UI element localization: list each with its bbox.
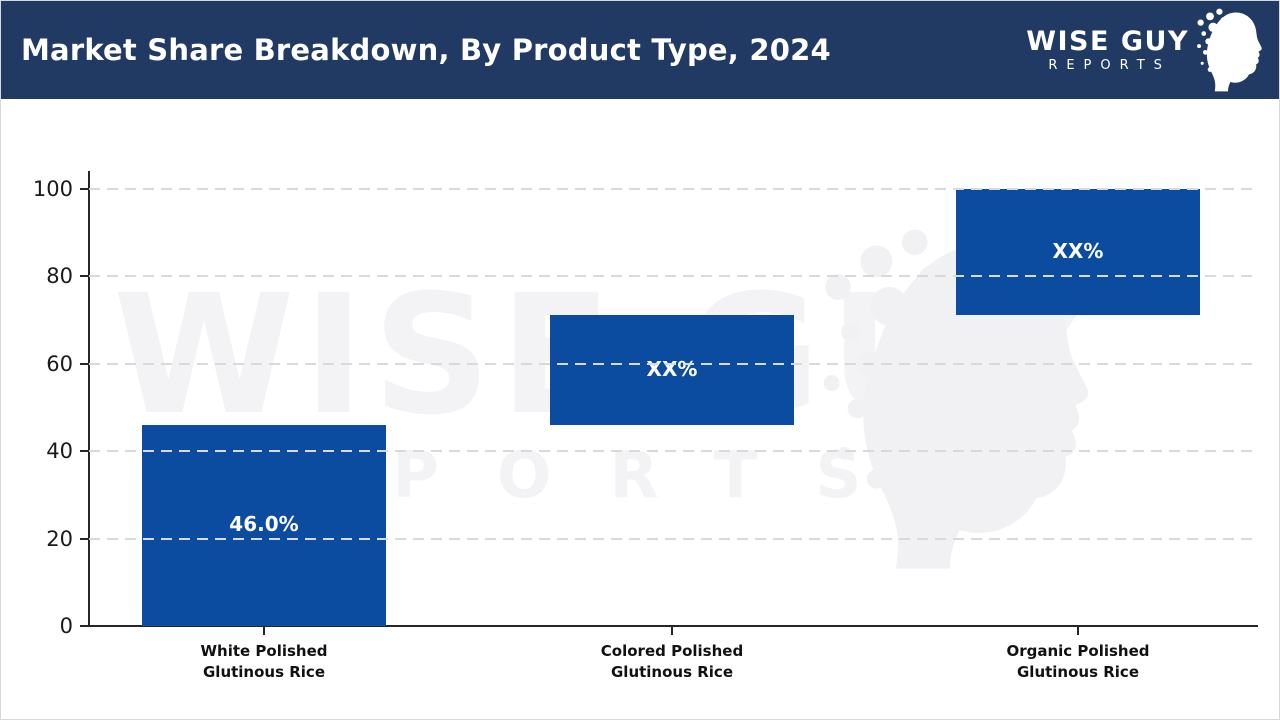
logo-subtitle: REPORTS — [1048, 58, 1171, 73]
y-tick-label: 20 — [46, 526, 73, 551]
y-tick-label: 100 — [32, 176, 73, 201]
category-label-line: Glutinous Rice — [610, 663, 733, 681]
category-label: Colored Polished Glutinous Rice — [502, 641, 842, 683]
bar-segment: XX% — [956, 188, 1200, 316]
logo-text: WISE GUY REPORTS — [1026, 26, 1189, 74]
gridline-y-40 — [89, 450, 1257, 452]
bar-value-label: XX% — [646, 357, 698, 382]
gridline-y-60 — [89, 362, 1257, 365]
header: Market Share Breakdown, By Product Type,… — [1, 1, 1279, 99]
category-label: Organic Polished Glutinous Rice — [908, 641, 1248, 683]
x-axis — [88, 625, 1258, 627]
bar-value-label: XX% — [1052, 238, 1104, 263]
gridline-y-80 — [89, 275, 1257, 277]
y-tick-label: 60 — [46, 351, 73, 376]
y-tick-label: 80 — [46, 264, 73, 288]
category-label-line: Organic Polished — [1006, 642, 1150, 660]
page-title: Market Share Breakdown, By Product Type,… — [21, 33, 831, 67]
bar-value-label: 46.0% — [229, 512, 299, 537]
y-tick-mark — [80, 537, 88, 540]
x-tick-mark — [1077, 627, 1079, 635]
gridline-y-20 — [89, 537, 1257, 540]
category-label-line: Glutinous Rice — [202, 663, 325, 681]
y-tick-mark — [80, 625, 88, 627]
bar-segment: XX% — [550, 315, 794, 425]
wise-guy-reports-logo: WISE GUY REPORTS — [1026, 7, 1265, 93]
x-tick-mark — [671, 627, 673, 635]
y-tick-label: 40 — [46, 439, 73, 463]
y-tick-mark — [80, 275, 88, 277]
logo-wordmark: WISE GUY — [1026, 26, 1189, 57]
x-tick-mark — [263, 627, 265, 635]
category-label-line: Colored Polished — [600, 642, 744, 660]
gridline-y-100 — [89, 187, 1257, 190]
y-tick-label: 0 — [59, 614, 73, 638]
category-label: White Polished Glutinous Rice — [94, 641, 434, 683]
y-tick-mark — [80, 187, 88, 190]
bar-segment: 46.0% — [142, 424, 386, 626]
category-label-line: White Polished — [200, 642, 328, 660]
y-tick-mark — [80, 450, 88, 452]
y-axis — [88, 171, 90, 627]
y-tick-mark — [80, 362, 88, 365]
logo-face-icon — [1197, 8, 1262, 92]
category-label-line: Glutinous Rice — [1016, 663, 1139, 681]
